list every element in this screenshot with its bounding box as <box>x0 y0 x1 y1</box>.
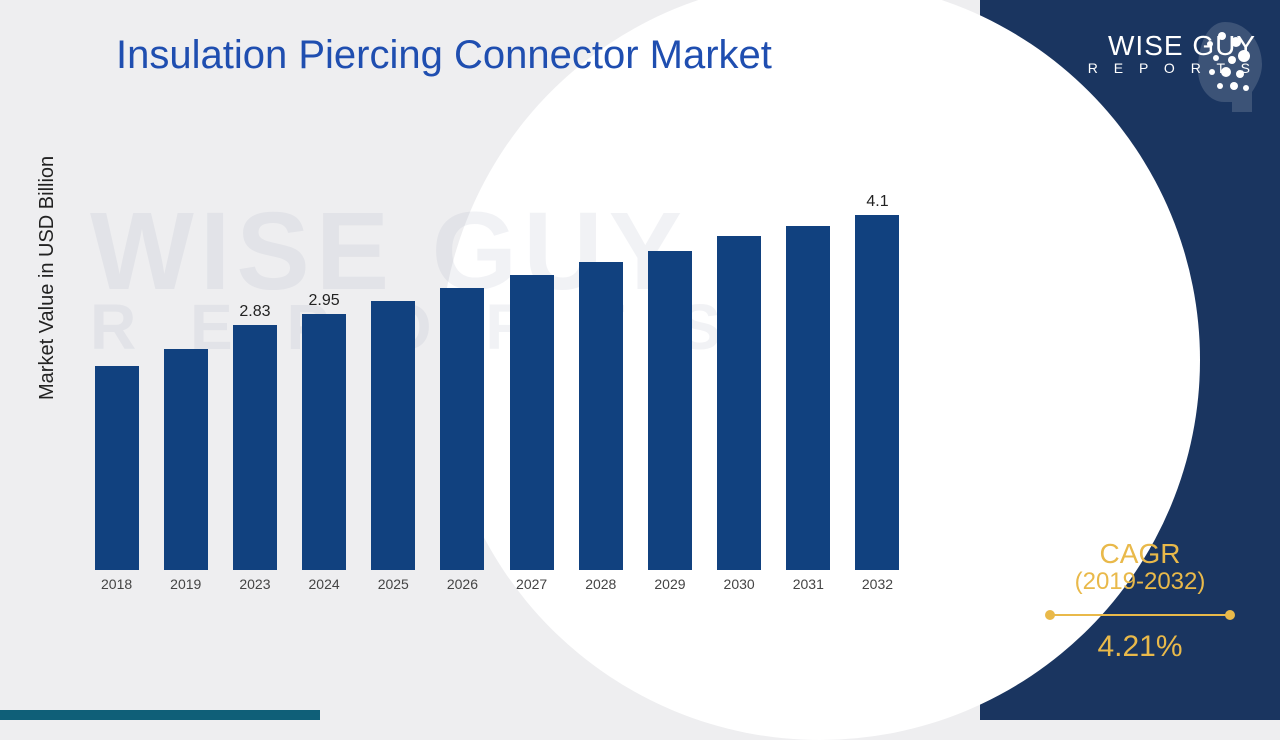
x-tick-label: 2032 <box>843 570 912 600</box>
bar <box>855 215 899 570</box>
bar <box>717 236 761 570</box>
brand-logo: WISE GUY R E P O R T S <box>1088 30 1256 76</box>
bar-slot <box>635 180 704 570</box>
x-tick-label: 2025 <box>359 570 428 600</box>
x-tick-label: 2023 <box>220 570 289 600</box>
x-tick-label: 2029 <box>635 570 704 600</box>
bar-value-label: 4.1 <box>866 193 888 211</box>
cagr-value: 4.21% <box>1030 630 1250 664</box>
bar <box>233 325 277 570</box>
bar <box>648 251 692 570</box>
bar-slot <box>359 180 428 570</box>
bar <box>579 262 623 570</box>
bar-slot <box>705 180 774 570</box>
cagr-range: (2019-2032) <box>1030 568 1250 596</box>
bar <box>786 226 830 570</box>
x-tick-label: 2018 <box>82 570 151 600</box>
x-tick-label: 2027 <box>497 570 566 600</box>
bar-slot: 2.95 <box>290 180 359 570</box>
bar-slot <box>82 180 151 570</box>
bar-slot: 4.1 <box>843 180 912 570</box>
x-tick-label: 2030 <box>705 570 774 600</box>
cagr-title: CAGR <box>1030 538 1250 570</box>
bar-value-label: 2.95 <box>309 292 340 310</box>
cagr-block: CAGR (2019-2032) 4.21% <box>1030 538 1250 664</box>
bar-slot <box>497 180 566 570</box>
logo-sub-text: R E P O R T S <box>1088 60 1256 76</box>
bar <box>95 366 139 570</box>
x-axis: 2018201920232024202520262027202820292030… <box>82 570 912 600</box>
bar-slot <box>151 180 220 570</box>
bar <box>510 275 554 570</box>
x-tick-label: 2024 <box>290 570 359 600</box>
chart-title: Insulation Piercing Connector Market <box>116 32 772 79</box>
x-tick-label: 2028 <box>566 570 635 600</box>
bar-slot <box>774 180 843 570</box>
bar-slot <box>428 180 497 570</box>
plot-area: 2.83 2.95 4.1 <box>82 180 912 570</box>
bar <box>371 301 415 570</box>
logo-main-text: WISE GUY <box>1088 30 1256 62</box>
bar <box>164 349 208 570</box>
bar-slot: 2.83 <box>220 180 289 570</box>
bar-value-label: 2.83 <box>239 303 270 321</box>
y-axis-label: Market Value in USD Billion <box>36 156 59 400</box>
x-tick-label: 2026 <box>428 570 497 600</box>
cagr-divider <box>1050 614 1230 616</box>
bar <box>440 288 484 570</box>
x-tick-label: 2031 <box>774 570 843 600</box>
x-tick-label: 2019 <box>151 570 220 600</box>
bottom-accent-bar <box>0 710 320 720</box>
bar <box>302 314 346 570</box>
bar-slot <box>566 180 635 570</box>
bar-chart: 2.83 2.95 4.1 2018201920232024202520262027… <box>82 180 912 600</box>
